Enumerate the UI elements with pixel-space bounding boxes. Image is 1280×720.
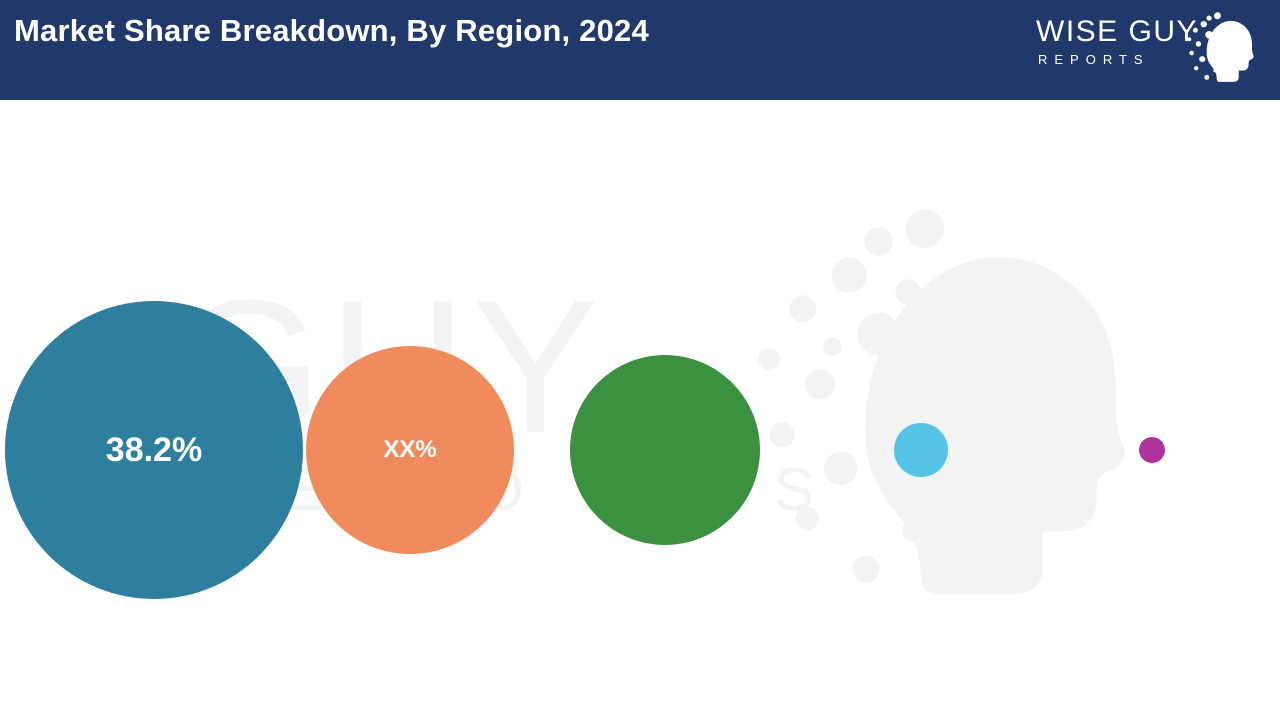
page-title: Market Share Breakdown, By Region, 2024	[14, 13, 649, 48]
bubble-north-america[interactable]: 38.2%	[5, 301, 303, 599]
bubble-mea[interactable]	[1139, 437, 1165, 463]
watermark-head-profile-dots-icon	[758, 209, 1125, 595]
header-bar: Market Share Breakdown, By Region, 2024 …	[0, 0, 1280, 100]
bubble-value-label: XX%	[383, 436, 437, 463]
chart-plot-area: GUY REPORTS	[0, 100, 1280, 720]
bubble-apac[interactable]	[570, 355, 760, 545]
bubble-europe[interactable]: XX%	[306, 346, 514, 554]
logo-subtitle: REPORTS	[1038, 52, 1150, 67]
bubble-value-label: 38.2%	[105, 430, 203, 469]
head-profile-dots-icon	[1187, 12, 1254, 82]
logo-wordmark: WISE GUY	[1036, 15, 1199, 48]
bubble-south-america[interactable]	[894, 423, 948, 477]
brand-logo: WISE GUY REPORTS	[1032, 10, 1262, 90]
